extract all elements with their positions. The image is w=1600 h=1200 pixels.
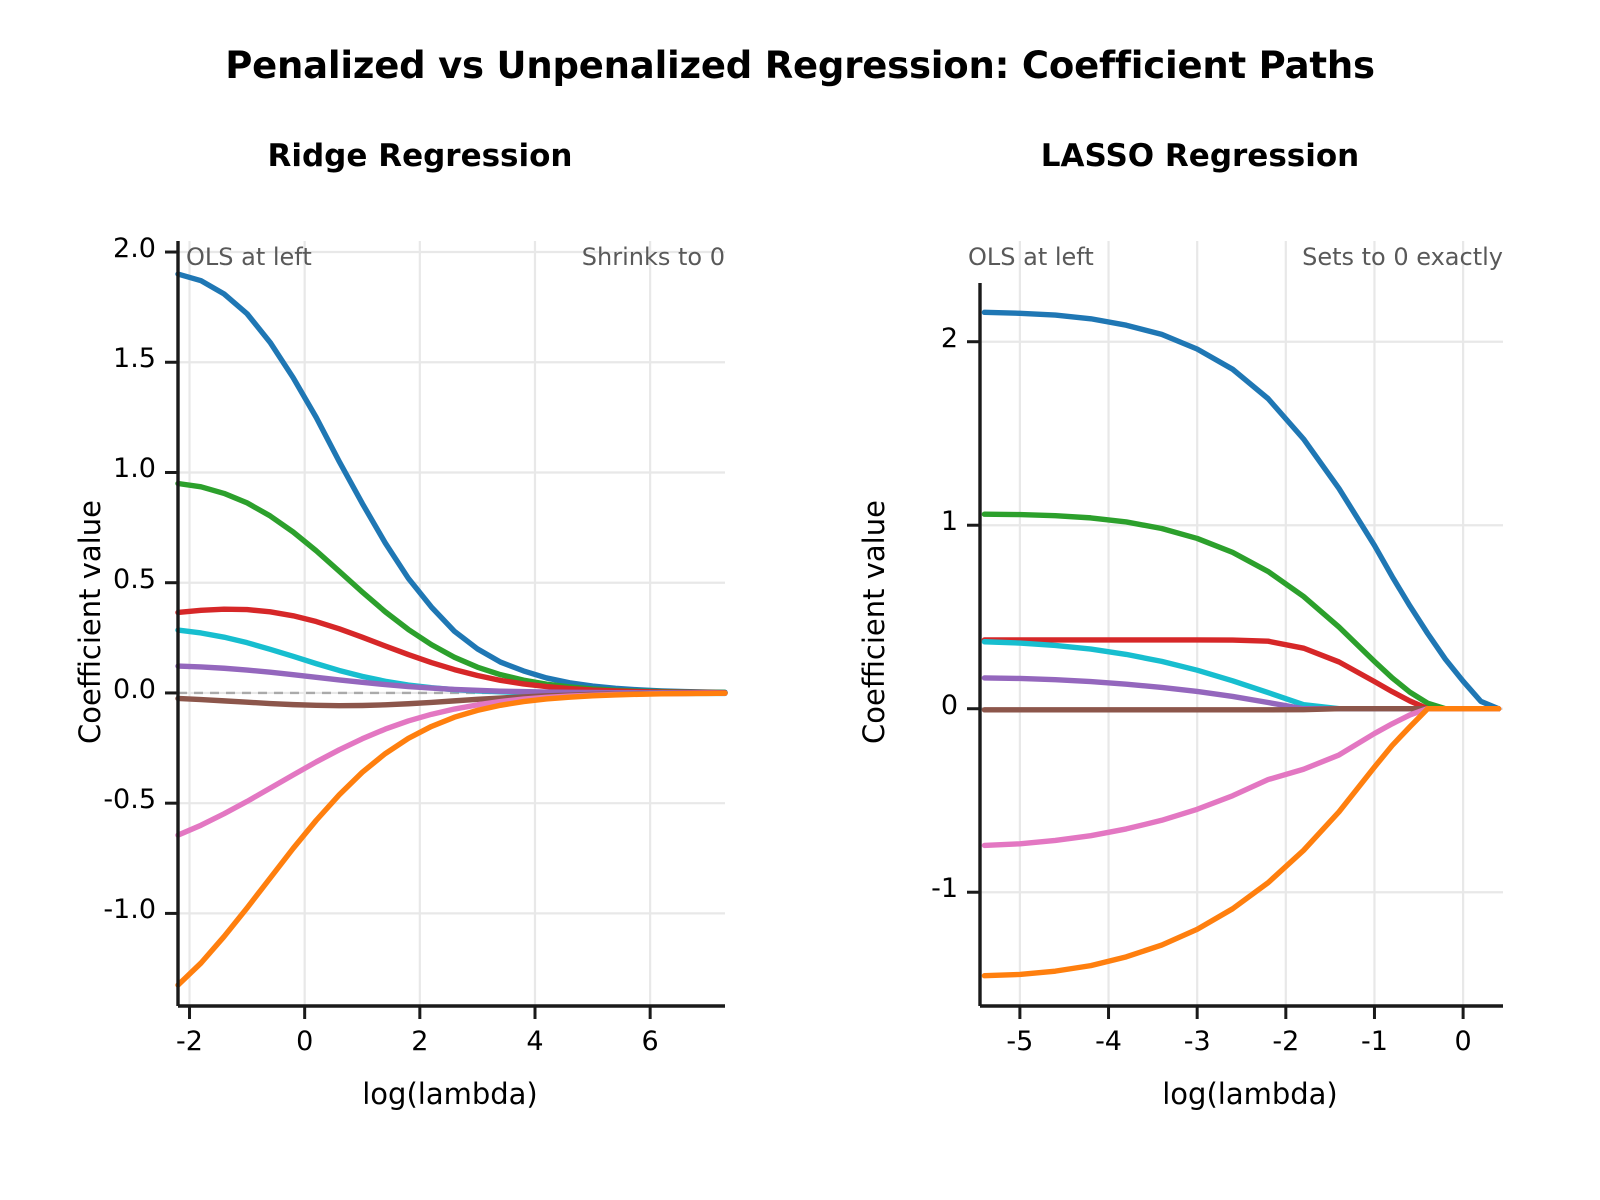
tick-label-x: -4 [1095, 1026, 1122, 1057]
tick-label-y: -1.0 [103, 894, 156, 926]
tick-label-x: -3 [1183, 1026, 1211, 1057]
axis-label-x-lasso: log(lambda) [1162, 1077, 1338, 1111]
tick-label-y: 2.0 [113, 233, 156, 265]
panel-title-ridge: Ridge Regression [267, 138, 573, 174]
tick-label-y: 2 [940, 322, 958, 354]
series-line-x8 [175, 690, 728, 988]
tick-label-x: 0 [1454, 1026, 1472, 1057]
tick-label-y: 0.5 [113, 563, 156, 595]
tick-label-y: -1 [931, 873, 958, 905]
axis-label-x-ridge: log(lambda) [362, 1077, 538, 1111]
annotation-ols-ridge: OLS at left [186, 243, 312, 271]
series-line-x1 [981, 309, 1502, 712]
annotation-shrinks-ridge: Shrinks to 0 [581, 243, 725, 271]
tick-label-x: -2 [176, 1026, 203, 1057]
tick-label-x: -1 [1360, 1026, 1388, 1057]
series-line-x7 [981, 706, 1502, 849]
tick-label-y: 0 [940, 689, 958, 721]
panel-title-lasso: LASSO Regression [1040, 138, 1360, 174]
tick-label-y: 0.0 [113, 673, 156, 705]
figure-suptitle: Penalized vs Unpenalized Regression: Coe… [225, 44, 1375, 87]
tick-label-y: 1.5 [113, 343, 156, 375]
tick-label-x: 0 [296, 1026, 314, 1057]
tick-label-y: 1.0 [113, 453, 156, 485]
annotation-sets-lasso: Sets to 0 exactly [1302, 243, 1503, 271]
series-line-x8 [981, 706, 1502, 979]
tick-label-y: -0.5 [103, 784, 156, 816]
tick-label-x: -2 [1272, 1026, 1300, 1057]
tick-label-y: 1 [940, 506, 958, 538]
tick-label-x: -5 [1006, 1026, 1034, 1057]
tick-label-x: 4 [526, 1026, 544, 1057]
tick-label-x: 2 [411, 1026, 429, 1057]
annotation-ols-lasso: OLS at left [968, 243, 1094, 271]
tick-label-x: 6 [641, 1026, 659, 1057]
